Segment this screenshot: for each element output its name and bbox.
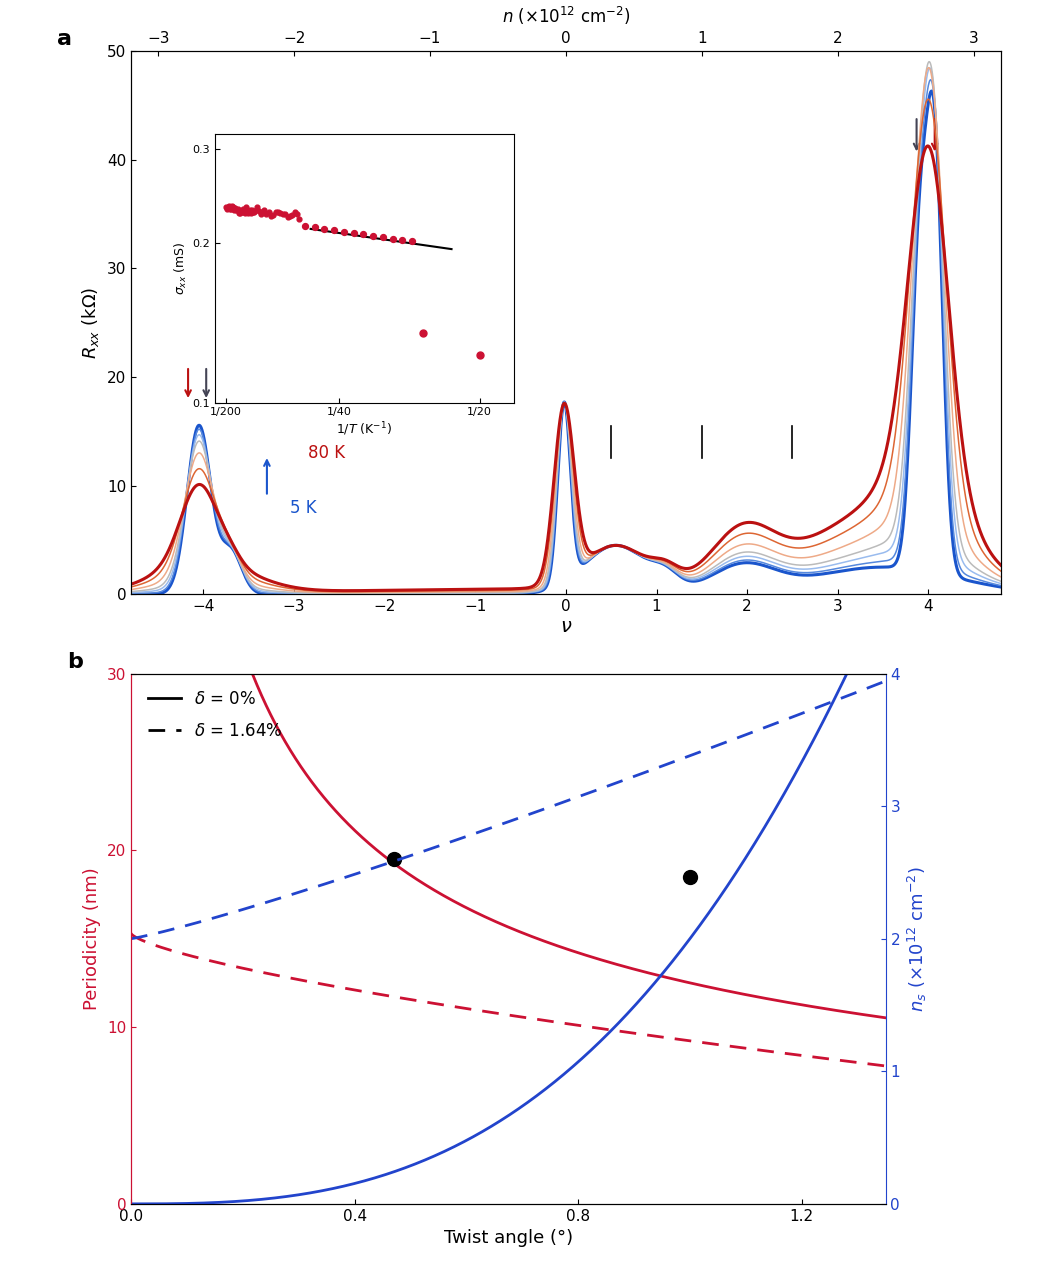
Point (236, 203, 253, 224)
Point (245, 202, 262, 222)
Point (365, 225, 381, 245)
Point (385, 229, 401, 249)
Y-axis label: $n_s$ ($\times$10$^{12}$ cm$^{-2}$): $n_s$ ($\times$10$^{12}$ cm$^{-2}$) (905, 865, 929, 1012)
Point (233, 201, 249, 221)
Point (234, 202, 250, 222)
Point (231, 203, 247, 224)
Point (262, 206, 279, 226)
Point (316, 219, 333, 239)
Point (246, 201, 263, 221)
Point (224, 197, 241, 217)
Point (275, 203, 291, 224)
Point (248, 197, 265, 217)
Point (288, 203, 305, 224)
Text: a: a (57, 29, 72, 50)
Point (267, 202, 284, 222)
Point (235, 202, 252, 222)
Point (253, 203, 269, 224)
Point (279, 207, 296, 227)
Text: b: b (67, 652, 83, 672)
X-axis label: $\nu$: $\nu$ (560, 617, 572, 636)
Point (240, 203, 257, 224)
Y-axis label: $\sigma_{xx}$ (mS): $\sigma_{xx}$ (mS) (173, 242, 190, 295)
Point (258, 204, 275, 225)
Point (394, 230, 411, 250)
Point (272, 203, 289, 224)
Point (223, 196, 240, 216)
Point (219, 198, 236, 219)
Point (355, 224, 372, 244)
Point (237, 197, 254, 217)
Point (269, 202, 286, 222)
Point (415, 323, 432, 344)
Point (277, 204, 293, 225)
Point (284, 204, 301, 225)
Point (218, 197, 235, 217)
Point (244, 199, 261, 220)
X-axis label: Twist angle (°): Twist angle (°) (443, 1229, 573, 1247)
Point (297, 216, 313, 236)
Point (335, 221, 352, 242)
Point (345, 222, 362, 243)
Point (291, 208, 308, 229)
Point (241, 202, 258, 222)
Point (232, 203, 248, 224)
Point (242, 201, 259, 221)
Point (256, 199, 272, 220)
Y-axis label: $R_{xx}$ (k$\Omega$): $R_{xx}$ (k$\Omega$) (81, 286, 102, 359)
Point (235, 199, 252, 220)
Text: 80 K: 80 K (308, 445, 345, 463)
Text: 5 K: 5 K (289, 498, 316, 516)
Point (306, 217, 323, 238)
Point (222, 199, 239, 220)
Point (230, 198, 246, 219)
Point (220, 197, 237, 217)
Point (282, 206, 299, 226)
Point (403, 231, 420, 252)
Point (227, 199, 244, 220)
Point (225, 199, 242, 220)
Point (260, 202, 277, 222)
Legend: $\delta$ = 0%, $\delta$ = 1.64%: $\delta$ = 0%, $\delta$ = 1.64% (139, 682, 291, 748)
X-axis label: 1/$T$ (K$^{-1}$): 1/$T$ (K$^{-1}$) (336, 420, 392, 438)
Point (226, 198, 243, 219)
Point (265, 204, 282, 225)
Point (221, 199, 238, 220)
Point (326, 220, 343, 240)
Point (221, 196, 238, 216)
Point (238, 201, 255, 221)
Point (250, 201, 267, 221)
Point (243, 203, 260, 224)
Point (246, 202, 263, 222)
Point (286, 202, 303, 222)
Point (239, 199, 256, 220)
Y-axis label: Periodicity (nm): Periodicity (nm) (83, 868, 102, 1010)
Point (374, 227, 391, 248)
Point (228, 201, 245, 221)
X-axis label: $n$ ($\times$10$^{12}$ cm$^{-2}$): $n$ ($\times$10$^{12}$ cm$^{-2}$) (502, 5, 630, 27)
Point (472, 345, 488, 366)
